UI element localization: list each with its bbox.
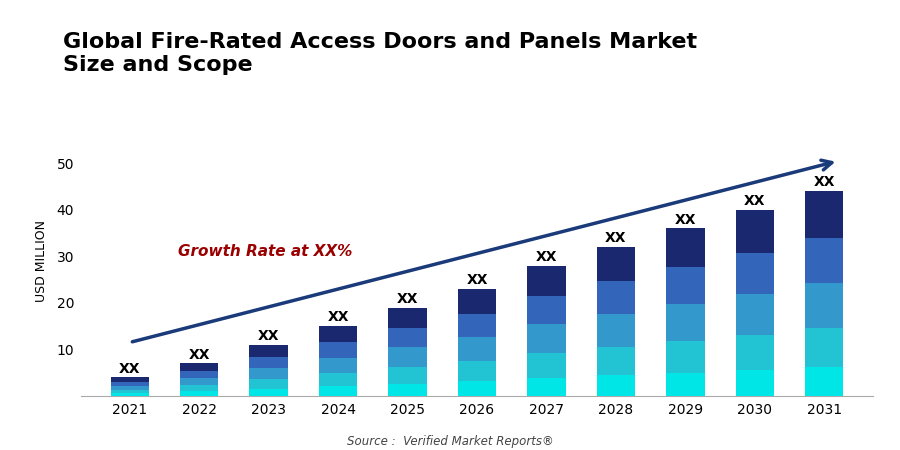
Bar [806,367,843,396]
Text: Source :  Verified Market Reports®: Source : Verified Market Reports® [346,436,554,449]
Bar [527,378,565,396]
Bar [666,373,705,396]
Bar [806,328,843,367]
Text: XX: XX [605,231,626,245]
Bar [736,252,774,293]
Bar [389,383,427,396]
Bar [527,353,565,378]
Bar [389,328,427,347]
Text: XX: XX [397,292,418,306]
Text: XX: XX [328,310,349,324]
Bar [806,238,843,284]
Bar [180,392,218,396]
Bar [458,360,496,381]
Bar [319,342,357,358]
Bar [527,296,565,324]
Bar [458,337,496,360]
Bar [180,364,218,371]
Bar [319,326,357,342]
Bar [597,375,635,396]
Text: XX: XX [675,212,697,226]
Bar [597,281,635,314]
Bar [736,334,774,370]
Bar [249,345,288,356]
Bar [111,378,148,382]
Bar [180,385,218,392]
Text: XX: XX [536,250,557,264]
Bar [319,358,357,373]
Bar [458,381,496,396]
Text: Growth Rate at XX%: Growth Rate at XX% [178,244,353,259]
Bar [666,229,705,267]
Text: XX: XX [744,194,766,208]
Bar [736,293,774,334]
Bar [389,367,427,383]
Bar [111,382,148,386]
Bar [111,390,148,393]
Bar [389,307,427,328]
Y-axis label: USD MILLION: USD MILLION [35,220,48,302]
Bar [458,314,496,337]
Bar [319,373,357,386]
Bar [597,347,635,375]
Bar [527,266,565,296]
Bar [458,289,496,314]
Bar [806,284,843,328]
Text: XX: XX [814,176,835,189]
Bar [806,191,843,238]
Bar [527,324,565,353]
Bar [180,378,218,385]
Bar [249,368,288,379]
Bar [180,371,218,378]
Text: XX: XX [119,361,140,375]
Bar [249,356,288,368]
Bar [597,314,635,347]
Bar [111,386,148,390]
Bar [249,389,288,396]
Text: XX: XX [466,273,488,287]
Text: Global Fire-Rated Access Doors and Panels Market
Size and Scope: Global Fire-Rated Access Doors and Panel… [63,32,698,75]
Text: XX: XX [257,329,279,343]
Text: XX: XX [188,347,210,361]
Bar [111,393,148,396]
Bar [666,304,705,341]
Bar [389,347,427,367]
Bar [736,210,774,252]
Bar [597,247,635,281]
Bar [736,370,774,396]
Bar [666,341,705,373]
Bar [666,267,705,304]
Bar [319,386,357,396]
Bar [249,379,288,389]
